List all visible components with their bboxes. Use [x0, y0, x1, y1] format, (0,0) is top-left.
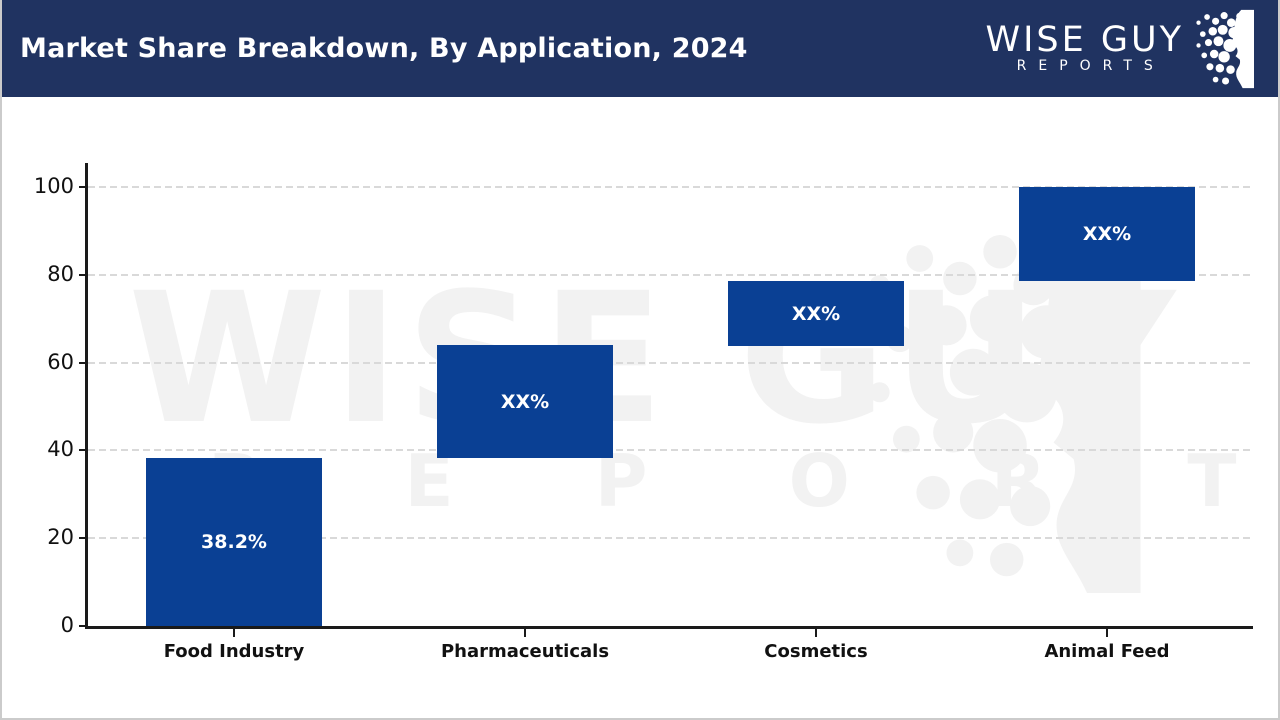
dotted-head-logo-icon: [1190, 9, 1254, 89]
x-axis-tick: [815, 629, 817, 637]
wise-guy-reports-logo: WISE GUY REPORTS: [985, 9, 1254, 89]
bar-food-industry: 38.2%: [146, 458, 322, 626]
bar-value-label: XX%: [791, 302, 841, 325]
bar-value-label: XX%: [1082, 223, 1132, 245]
x-axis-tick: [233, 629, 235, 637]
logo-wordmark: WISE GUY REPORTS: [985, 22, 1184, 74]
logo-wordmark-line1: WISE GUY: [985, 20, 1184, 61]
y-axis-tick-label: 20: [47, 525, 74, 550]
gridline-40: [88, 449, 1253, 452]
x-axis-tick: [1106, 629, 1108, 637]
y-axis-tick-label: 100: [33, 174, 74, 198]
y-axis-tick: [79, 449, 87, 452]
gridline-60: [88, 361, 1253, 364]
y-axis-tick-label: 60: [47, 349, 74, 374]
bar-cosmetics: XX%: [728, 281, 904, 346]
bar-value-label: XX%: [500, 390, 550, 413]
header-bar: Market Share Breakdown, By Application, …: [0, 0, 1280, 97]
y-axis-tick: [79, 625, 87, 627]
y-axis-tick: [79, 361, 87, 364]
x-axis-category-label: Cosmetics: [764, 641, 868, 662]
x-axis-category-label: Pharmaceuticals: [440, 641, 610, 662]
y-axis-tick: [79, 186, 87, 188]
y-axis-tick: [79, 273, 87, 276]
x-axis-tick: [524, 629, 526, 637]
bar-animal-feed: XX%: [1019, 187, 1195, 281]
gridline-100: [88, 186, 1253, 188]
y-axis-tick-label: 80: [47, 261, 74, 286]
y-axis-tick-label: 40: [47, 437, 74, 462]
bar-value-label: 38.2%: [201, 531, 267, 553]
y-axis-tick: [79, 537, 87, 540]
x-axis-category-label: Animal Feed: [1044, 641, 1170, 662]
logo-wordmark-line2: REPORTS: [1016, 58, 1165, 75]
chart-title: Market Share Breakdown, By Application, …: [20, 33, 748, 64]
gridline-80: [88, 273, 1253, 276]
y-axis-tick-label: 0: [60, 613, 74, 637]
y-axis-line: [85, 163, 88, 629]
bar-pharmaceuticals: XX%: [437, 345, 613, 458]
gridline-20: [88, 537, 1253, 540]
x-axis-line: [85, 626, 1253, 629]
x-axis-category-label: Food Industry: [163, 641, 305, 662]
